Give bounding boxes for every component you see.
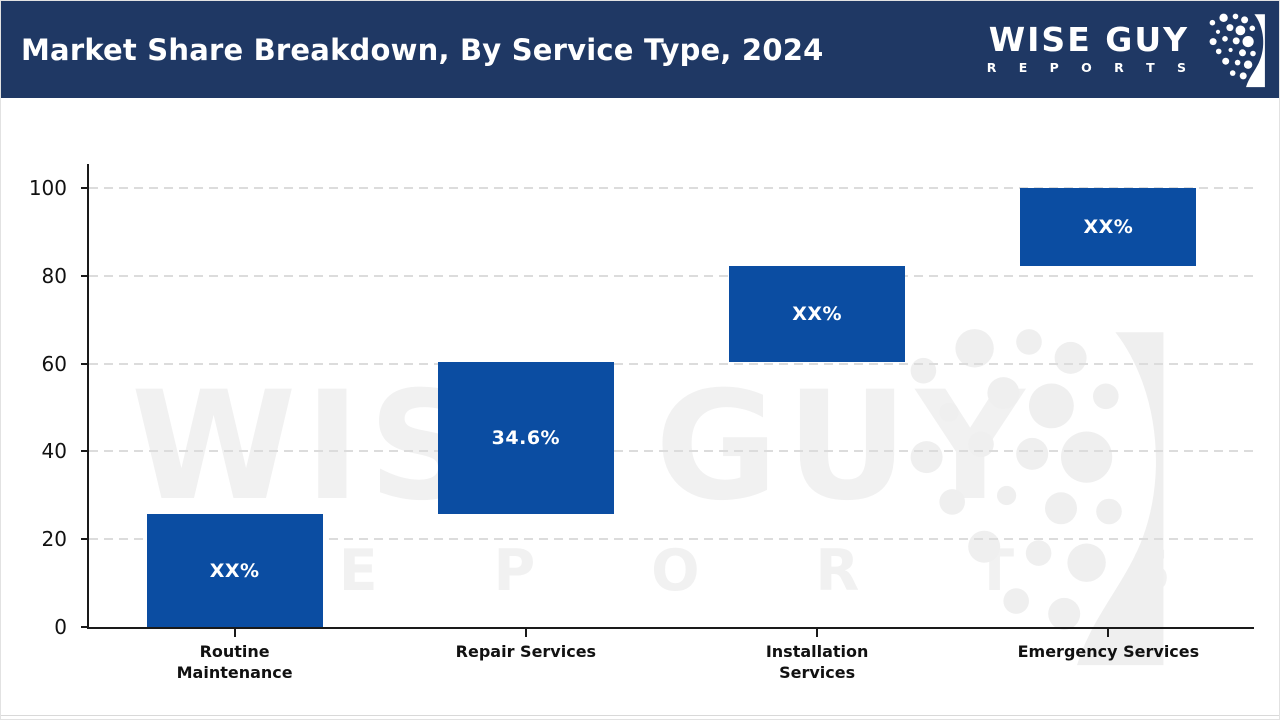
bar-value-label: 34.6% [491,427,561,450]
bar-value-label: XX% [792,303,843,326]
y-tick-mark [81,274,89,277]
y-tick-label: 0 [54,615,67,639]
wise-guy-logo: WISE GUY R E P O R T S [983,8,1267,92]
waterfall-bar: XX% [729,266,906,363]
category-label: Repair Services [455,642,597,661]
y-tick-label: 60 [41,351,67,376]
x-tick-mark [233,629,236,637]
head-dots-icon [1209,13,1265,87]
gridline [89,538,1254,541]
chart-area: WISE GUY R E P O R T S 0 20 40 60 80 100 XX% Ro… [1,98,1279,719]
page-title: Market Share Breakdown, By Service Type,… [21,32,824,67]
logo-text: WISE GUY R E P O R T S [983,19,1195,77]
bottom-divider [1,715,1279,716]
watermark-head-dots-icon [910,329,1164,666]
logo-name: WISE GUY [988,19,1190,59]
y-tick-mark [81,626,89,628]
y-axis-line [87,164,89,629]
gridline [89,450,1254,453]
waterfall-bar: 34.6% [437,362,614,515]
category-label: Installation Services [765,642,869,682]
x-axis-line [87,627,1254,629]
y-tick-label: 40 [41,439,67,464]
y-tick-label: 20 [41,527,67,552]
y-tick-label: 80 [41,263,67,288]
x-tick-mark [1107,629,1110,637]
y-tick-mark [81,538,89,541]
gridline [89,362,1254,365]
category-label: Routine Maintenance [176,642,293,682]
x-tick-mark [524,629,527,637]
gridline [89,187,1254,189]
watermark-tagline: R E P O R T S [179,538,1219,604]
category-label: Emergency Services [1017,642,1200,661]
header: Market Share Breakdown, By Service Type,… [1,1,1279,98]
gridline [89,274,1254,277]
y-tick-mark [81,362,89,365]
waterfall-bar: XX% [146,514,323,627]
bar-value-label: XX% [209,559,260,582]
waterfall-bar: XX% [1020,188,1197,267]
y-tick-mark [81,450,89,453]
y-tick-label: 100 [28,176,67,200]
y-tick-mark [81,187,89,189]
bar-value-label: XX% [1083,216,1134,239]
x-tick-mark [816,629,819,637]
logo-tagline: R E P O R T S [986,59,1195,75]
